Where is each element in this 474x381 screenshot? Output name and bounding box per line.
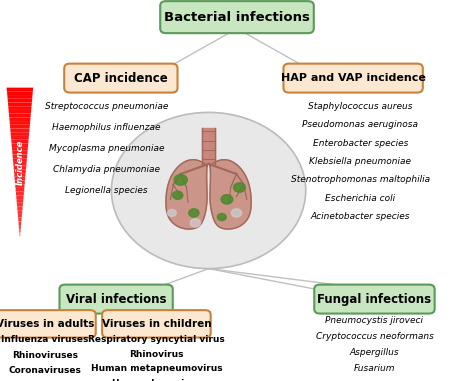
- Polygon shape: [9, 121, 30, 125]
- Text: Viral infections: Viral infections: [66, 293, 166, 306]
- Text: Acinetobacter species: Acinetobacter species: [310, 212, 410, 221]
- Polygon shape: [15, 181, 25, 184]
- Text: Coronaviruses: Coronaviruses: [9, 366, 82, 375]
- Text: Respiratory syncytial virus: Respiratory syncytial virus: [88, 335, 225, 344]
- Polygon shape: [9, 110, 31, 114]
- Text: Fusarium: Fusarium: [354, 363, 395, 373]
- Text: Fungal infections: Fungal infections: [318, 293, 431, 306]
- Text: Pneumocystis jiroveci: Pneumocystis jiroveci: [326, 315, 423, 325]
- Polygon shape: [17, 207, 23, 210]
- Text: Viruses in adults: Viruses in adults: [0, 319, 94, 329]
- Text: Mycoplasma pneumoniae: Mycoplasma pneumoniae: [49, 144, 164, 153]
- Circle shape: [231, 209, 242, 217]
- Polygon shape: [11, 139, 28, 143]
- Polygon shape: [16, 195, 24, 199]
- Text: Human bocavirus: Human bocavirus: [112, 379, 201, 381]
- Polygon shape: [7, 88, 33, 91]
- Polygon shape: [14, 169, 26, 173]
- Text: Enterobacter species: Enterobacter species: [312, 139, 408, 148]
- FancyBboxPatch shape: [0, 310, 96, 338]
- Text: Influenza viruses: Influenza viruses: [1, 335, 89, 344]
- Text: Legionella species: Legionella species: [65, 186, 148, 195]
- Text: Bacterial infections: Bacterial infections: [164, 11, 310, 24]
- Text: Rhinoviruses: Rhinoviruses: [12, 351, 78, 360]
- Polygon shape: [17, 203, 23, 207]
- Text: Rhinovirus: Rhinovirus: [129, 350, 183, 359]
- FancyBboxPatch shape: [60, 285, 173, 314]
- Polygon shape: [9, 114, 31, 117]
- FancyBboxPatch shape: [314, 285, 435, 314]
- Text: Incidence: Incidence: [16, 139, 24, 184]
- Text: Aspergillus: Aspergillus: [350, 347, 399, 357]
- Polygon shape: [166, 160, 207, 229]
- Text: Viruses in children: Viruses in children: [101, 319, 211, 329]
- Polygon shape: [12, 151, 27, 155]
- Polygon shape: [19, 225, 21, 229]
- FancyBboxPatch shape: [64, 64, 177, 93]
- Text: Escherichia coli: Escherichia coli: [325, 194, 395, 203]
- Polygon shape: [10, 132, 29, 136]
- Polygon shape: [14, 166, 26, 169]
- Circle shape: [173, 191, 183, 199]
- Polygon shape: [8, 99, 32, 102]
- Polygon shape: [210, 160, 251, 229]
- Text: Human metapneumovirus: Human metapneumovirus: [91, 364, 222, 373]
- Polygon shape: [10, 128, 29, 132]
- Polygon shape: [13, 158, 27, 162]
- Text: Pseudomonas aeruginosa: Pseudomonas aeruginosa: [302, 120, 418, 130]
- Text: Stenotrophomonas maltophilia: Stenotrophomonas maltophilia: [291, 175, 430, 184]
- Polygon shape: [8, 102, 32, 106]
- Polygon shape: [8, 106, 31, 110]
- Polygon shape: [15, 177, 25, 181]
- Circle shape: [111, 112, 306, 269]
- Text: HAP and VAP incidence: HAP and VAP incidence: [281, 73, 426, 83]
- Polygon shape: [16, 192, 24, 195]
- Polygon shape: [15, 184, 25, 188]
- Polygon shape: [10, 125, 30, 128]
- Polygon shape: [11, 136, 29, 140]
- Text: Klebsiella pneumoniae: Klebsiella pneumoniae: [309, 157, 411, 166]
- Polygon shape: [13, 162, 27, 166]
- Polygon shape: [11, 143, 28, 147]
- Circle shape: [189, 209, 199, 217]
- FancyBboxPatch shape: [102, 310, 210, 338]
- Polygon shape: [18, 221, 21, 225]
- Circle shape: [221, 195, 233, 204]
- Text: Cryptococcus neoformans: Cryptococcus neoformans: [316, 331, 433, 341]
- Text: Chlamydia pneumoniae: Chlamydia pneumoniae: [53, 165, 160, 174]
- Text: Haemophilus influenzae: Haemophilus influenzae: [53, 123, 161, 132]
- FancyBboxPatch shape: [160, 1, 314, 33]
- Circle shape: [167, 210, 176, 216]
- Polygon shape: [7, 95, 33, 99]
- Polygon shape: [12, 147, 28, 151]
- Text: CAP incidence: CAP incidence: [74, 72, 168, 85]
- Circle shape: [218, 213, 226, 221]
- Polygon shape: [202, 128, 215, 164]
- Text: Streptococcus pneumoniae: Streptococcus pneumoniae: [45, 102, 168, 111]
- Polygon shape: [18, 210, 22, 214]
- Polygon shape: [14, 173, 26, 177]
- Polygon shape: [18, 214, 22, 218]
- Polygon shape: [13, 155, 27, 158]
- Polygon shape: [19, 229, 20, 232]
- Circle shape: [234, 183, 246, 192]
- Polygon shape: [7, 91, 33, 95]
- FancyBboxPatch shape: [283, 64, 423, 93]
- Polygon shape: [18, 218, 22, 221]
- Polygon shape: [9, 117, 30, 121]
- Polygon shape: [19, 232, 20, 236]
- Text: Staphylococcus aureus: Staphylococcus aureus: [308, 102, 412, 111]
- Polygon shape: [16, 188, 24, 192]
- Circle shape: [174, 174, 187, 185]
- Polygon shape: [17, 199, 23, 203]
- Circle shape: [190, 219, 201, 227]
